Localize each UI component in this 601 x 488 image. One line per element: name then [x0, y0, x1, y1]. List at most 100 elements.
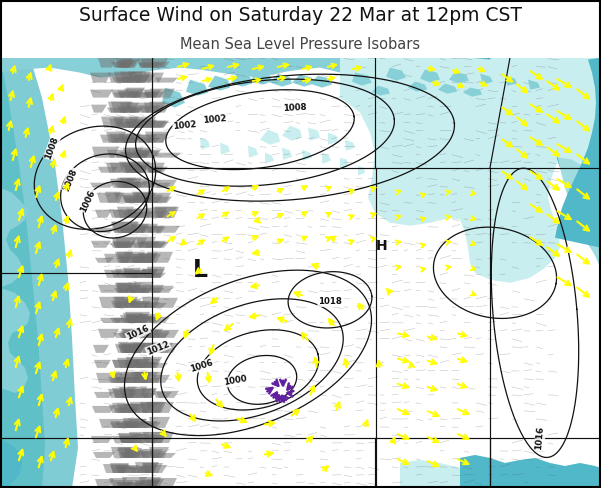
Polygon shape [358, 166, 365, 176]
Polygon shape [111, 378, 130, 383]
Polygon shape [139, 227, 166, 233]
Polygon shape [470, 58, 601, 260]
Text: 1008: 1008 [44, 135, 60, 161]
Polygon shape [134, 480, 160, 488]
Polygon shape [490, 58, 601, 198]
Polygon shape [120, 178, 136, 188]
Polygon shape [310, 76, 332, 88]
Polygon shape [112, 77, 137, 82]
Polygon shape [114, 153, 132, 158]
Polygon shape [101, 117, 124, 128]
Polygon shape [112, 360, 139, 368]
Polygon shape [132, 150, 152, 158]
Polygon shape [143, 343, 167, 353]
Polygon shape [140, 393, 156, 398]
Polygon shape [129, 432, 150, 443]
Polygon shape [151, 286, 174, 293]
Polygon shape [117, 377, 142, 383]
Polygon shape [107, 108, 130, 113]
Polygon shape [131, 254, 157, 263]
Polygon shape [555, 58, 601, 248]
Polygon shape [123, 225, 147, 233]
Polygon shape [340, 58, 601, 158]
Polygon shape [119, 466, 144, 473]
Polygon shape [142, 465, 167, 473]
Polygon shape [155, 207, 179, 218]
Polygon shape [121, 273, 142, 278]
Polygon shape [140, 343, 160, 353]
Polygon shape [149, 417, 170, 428]
Polygon shape [113, 303, 129, 308]
Polygon shape [153, 391, 179, 398]
Polygon shape [118, 433, 141, 443]
Polygon shape [136, 193, 156, 203]
Polygon shape [104, 254, 130, 263]
Polygon shape [110, 421, 132, 428]
Polygon shape [136, 150, 161, 158]
Polygon shape [545, 58, 601, 270]
Polygon shape [408, 81, 427, 92]
Polygon shape [93, 452, 115, 458]
Polygon shape [111, 102, 131, 113]
Polygon shape [136, 373, 152, 383]
Polygon shape [139, 477, 161, 488]
Polygon shape [114, 72, 134, 82]
Polygon shape [340, 158, 348, 168]
Polygon shape [132, 226, 149, 233]
Polygon shape [129, 271, 156, 278]
Polygon shape [112, 210, 135, 218]
Polygon shape [145, 132, 168, 142]
Polygon shape [115, 252, 133, 263]
Polygon shape [130, 468, 148, 473]
Polygon shape [124, 448, 142, 458]
Polygon shape [112, 241, 135, 248]
Polygon shape [120, 102, 139, 113]
Polygon shape [137, 242, 160, 248]
Polygon shape [123, 313, 143, 323]
Polygon shape [139, 372, 163, 383]
Polygon shape [117, 92, 133, 98]
Polygon shape [141, 59, 168, 68]
Polygon shape [132, 93, 151, 98]
Polygon shape [126, 102, 153, 113]
Polygon shape [109, 210, 134, 218]
Polygon shape [113, 242, 135, 248]
Polygon shape [95, 479, 114, 488]
Polygon shape [148, 285, 164, 293]
Polygon shape [132, 192, 152, 203]
Polygon shape [116, 423, 142, 428]
Polygon shape [149, 102, 166, 113]
Polygon shape [113, 93, 140, 98]
Polygon shape [113, 117, 139, 128]
Polygon shape [115, 422, 141, 428]
Polygon shape [133, 270, 158, 278]
Polygon shape [200, 138, 210, 150]
Polygon shape [156, 392, 172, 398]
Text: 1006: 1006 [79, 188, 97, 213]
Polygon shape [420, 70, 440, 82]
Polygon shape [154, 226, 180, 233]
Polygon shape [144, 90, 161, 98]
Polygon shape [340, 58, 562, 283]
Polygon shape [270, 74, 292, 86]
Polygon shape [138, 329, 163, 338]
Polygon shape [113, 183, 129, 188]
Polygon shape [129, 301, 151, 308]
Polygon shape [139, 273, 166, 278]
Polygon shape [140, 254, 161, 263]
Polygon shape [122, 344, 146, 353]
Polygon shape [126, 88, 145, 98]
Polygon shape [148, 121, 166, 128]
Polygon shape [94, 392, 114, 398]
Polygon shape [115, 269, 134, 278]
Polygon shape [131, 303, 150, 308]
Polygon shape [105, 192, 121, 203]
Polygon shape [154, 180, 177, 188]
Polygon shape [126, 316, 153, 323]
Polygon shape [119, 434, 145, 443]
Polygon shape [123, 196, 148, 203]
Polygon shape [122, 183, 145, 188]
Polygon shape [386, 68, 406, 81]
Polygon shape [118, 447, 139, 458]
Polygon shape [119, 162, 141, 173]
